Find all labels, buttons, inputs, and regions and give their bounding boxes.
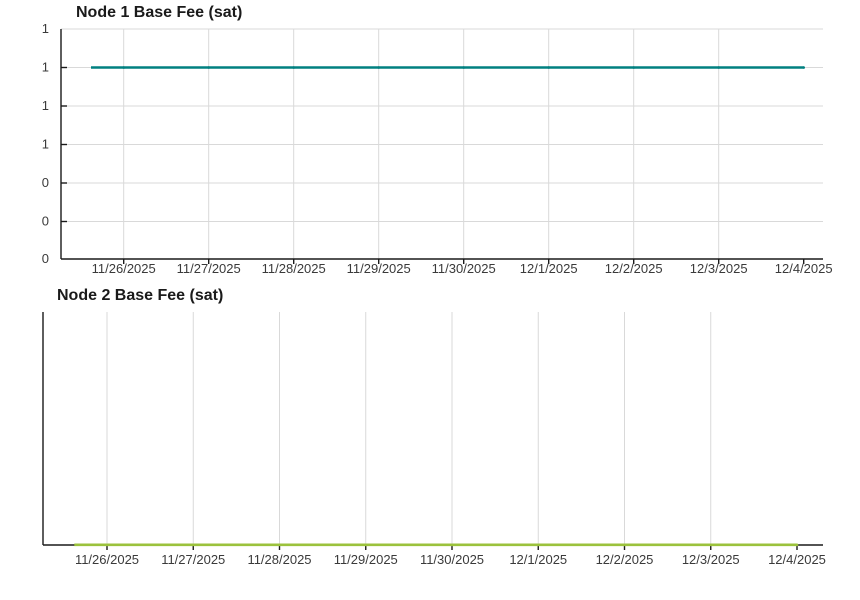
svg-text:11/30/2025: 11/30/2025 bbox=[420, 552, 484, 567]
svg-text:12/3/2025: 12/3/2025 bbox=[682, 552, 740, 567]
svg-text:1: 1 bbox=[42, 137, 49, 152]
svg-text:11/29/2025: 11/29/2025 bbox=[347, 261, 411, 276]
svg-text:12/2/2025: 12/2/2025 bbox=[596, 552, 654, 567]
svg-text:12/4/2025: 12/4/2025 bbox=[768, 552, 826, 567]
svg-text:11/28/2025: 11/28/2025 bbox=[247, 552, 311, 567]
svg-text:11/28/2025: 11/28/2025 bbox=[262, 261, 326, 276]
svg-text:Node 1 Base Fee (sat): Node 1 Base Fee (sat) bbox=[76, 4, 242, 21]
svg-text:0: 0 bbox=[42, 214, 49, 229]
svg-text:12/2/2025: 12/2/2025 bbox=[605, 261, 663, 276]
svg-text:12/4/2025: 12/4/2025 bbox=[775, 261, 833, 276]
svg-text:0: 0 bbox=[42, 251, 49, 266]
svg-text:11/26/2025: 11/26/2025 bbox=[92, 261, 156, 276]
svg-text:12/1/2025: 12/1/2025 bbox=[509, 552, 567, 567]
svg-text:11/26/2025: 11/26/2025 bbox=[75, 552, 139, 567]
svg-text:11/27/2025: 11/27/2025 bbox=[177, 261, 241, 276]
svg-text:Node 2 Base Fee (sat): Node 2 Base Fee (sat) bbox=[57, 287, 223, 304]
svg-text:11/29/2025: 11/29/2025 bbox=[334, 552, 398, 567]
svg-text:12/1/2025: 12/1/2025 bbox=[520, 261, 578, 276]
svg-text:12/3/2025: 12/3/2025 bbox=[690, 261, 748, 276]
svg-text:1: 1 bbox=[42, 60, 49, 75]
svg-text:11/27/2025: 11/27/2025 bbox=[161, 552, 225, 567]
svg-text:1: 1 bbox=[42, 21, 49, 36]
svg-text:1: 1 bbox=[42, 98, 49, 113]
svg-text:0: 0 bbox=[42, 175, 49, 190]
svg-text:11/30/2025: 11/30/2025 bbox=[432, 261, 496, 276]
